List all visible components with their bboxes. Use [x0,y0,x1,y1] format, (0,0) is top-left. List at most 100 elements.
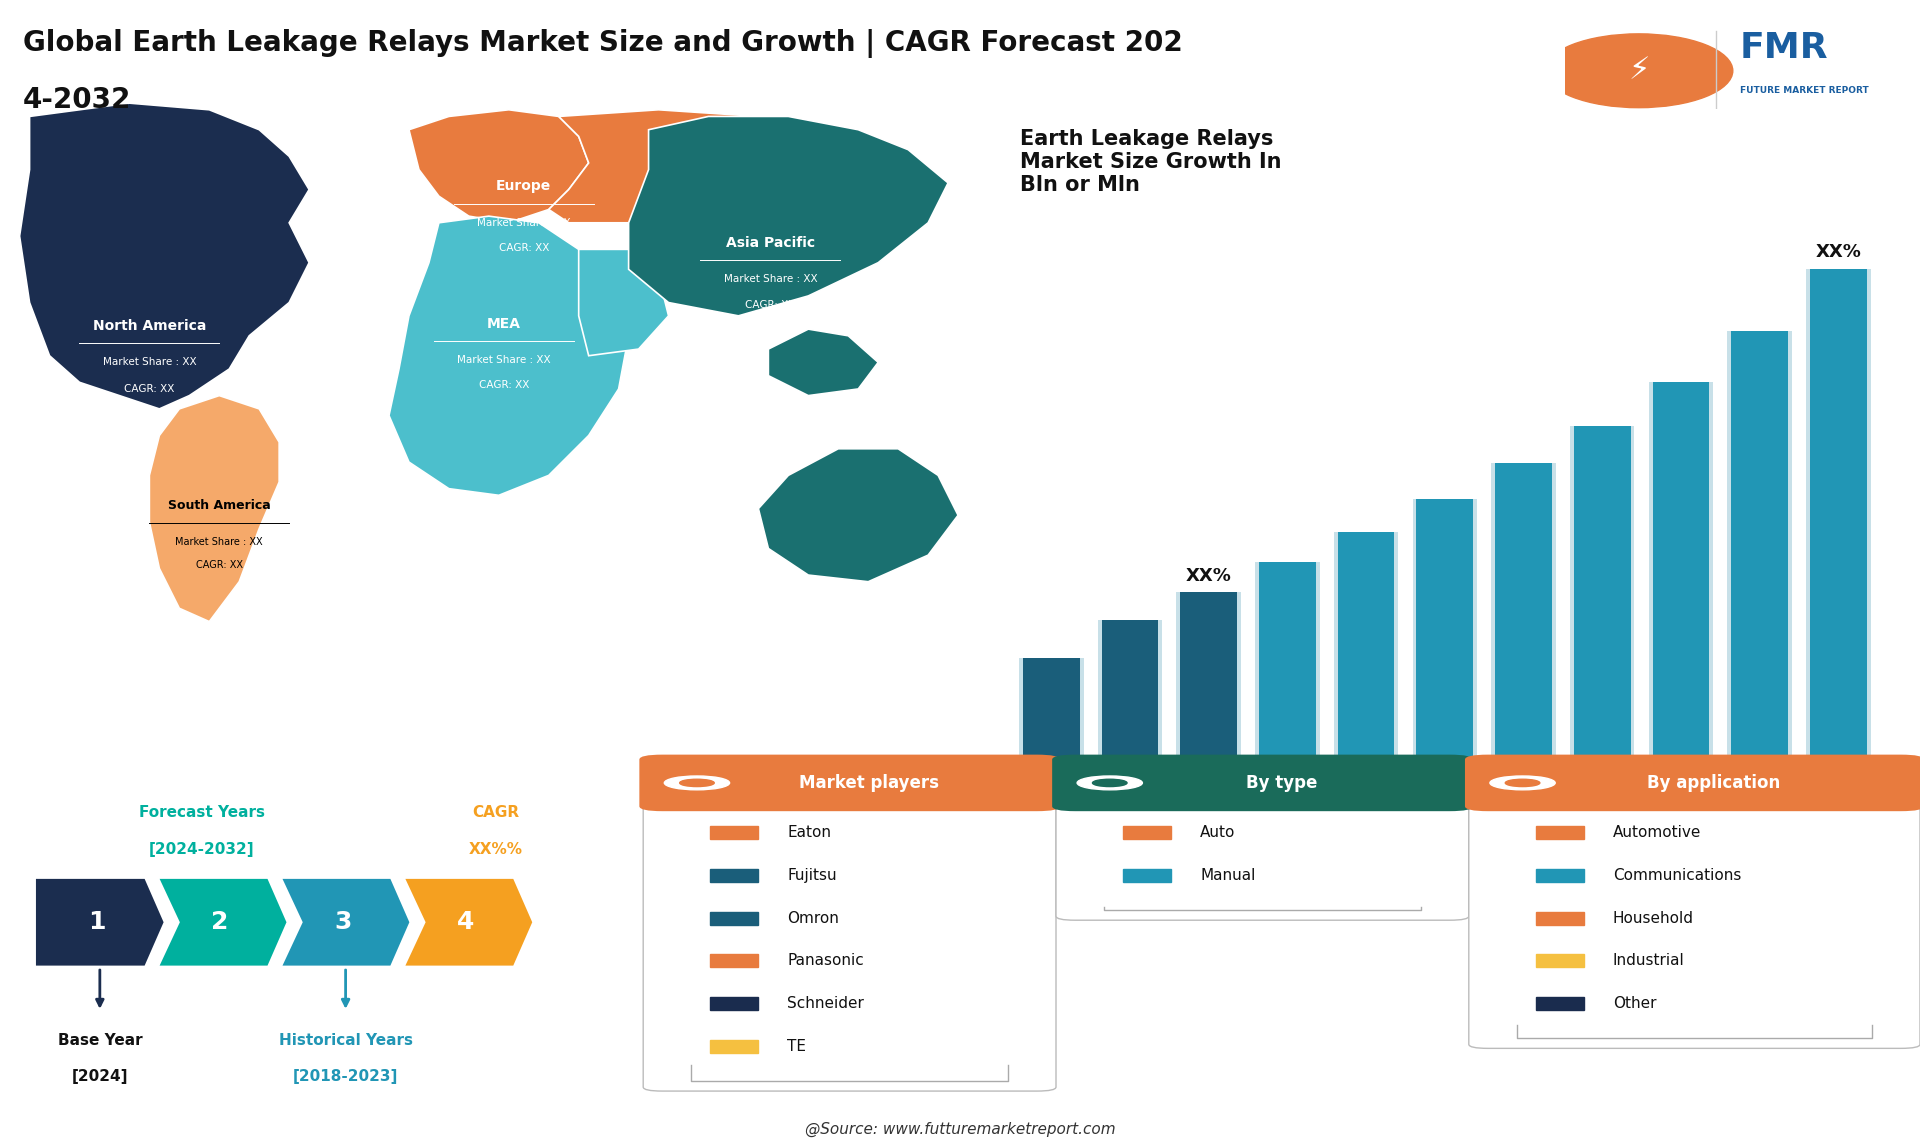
Bar [710,826,758,839]
Text: Manual: Manual [1200,868,1256,882]
Text: Auto: Auto [1200,825,1235,840]
Text: XX%%: XX%% [468,841,522,856]
Circle shape [1544,34,1734,108]
Bar [1020,658,1083,768]
Bar [1413,499,1476,768]
Text: [2018-2023]: [2018-2023] [294,1069,397,1084]
Text: Panasonic: Panasonic [787,953,864,968]
Text: TE: TE [787,1038,806,1054]
FancyBboxPatch shape [1056,802,1469,920]
Bar [1492,463,1555,768]
Text: ⚡: ⚡ [1628,56,1649,85]
Polygon shape [390,217,628,495]
Bar [1338,532,1394,768]
Polygon shape [768,329,877,395]
Text: CAGR: XX: CAGR: XX [478,380,530,390]
Polygon shape [578,250,668,355]
Bar [1653,382,1709,768]
Text: 4: 4 [457,910,474,934]
Text: Base Year: Base Year [58,1033,142,1047]
Text: Household: Household [1613,911,1693,926]
Polygon shape [19,103,309,409]
Bar [1536,869,1584,882]
Circle shape [1505,779,1540,786]
Text: South America: South America [167,499,271,512]
Text: Market Share : XX: Market Share : XX [724,274,818,284]
Text: Market Share : XX: Market Share : XX [476,218,570,228]
Text: CAGR: XX: CAGR: XX [196,560,242,570]
Text: Eaton: Eaton [787,825,831,840]
Text: 3: 3 [334,910,351,934]
Text: Market Share : XX: Market Share : XX [102,358,196,368]
FancyBboxPatch shape [1469,802,1920,1049]
Bar [1649,382,1713,768]
Bar [1574,425,1630,768]
Text: MEA: MEA [488,316,520,331]
Text: Europe: Europe [495,179,551,194]
Text: Automotive: Automotive [1613,825,1701,840]
Text: Omron: Omron [787,911,839,926]
Bar [1807,268,1870,768]
Text: CAGR: XX: CAGR: XX [499,243,549,253]
Text: North America: North America [92,319,205,332]
Bar [1123,869,1171,882]
Polygon shape [628,117,948,316]
Polygon shape [157,878,288,967]
Text: Forecast Years: Forecast Years [138,804,265,819]
FancyBboxPatch shape [1465,754,1920,811]
Bar [1023,658,1079,768]
FancyBboxPatch shape [643,802,1056,1091]
Text: 2: 2 [211,910,228,934]
Bar [1177,592,1240,768]
Bar [1536,997,1584,1010]
Bar [1256,562,1319,768]
Polygon shape [280,878,411,967]
Text: [2024-2032]: [2024-2032] [148,841,255,856]
Polygon shape [758,449,958,582]
Bar [710,1039,758,1053]
Polygon shape [409,110,589,222]
Bar [1571,425,1634,768]
Text: CAGR: XX: CAGR: XX [125,384,175,394]
Text: Schneider: Schneider [787,996,864,1011]
Text: Market Share : XX: Market Share : XX [175,536,263,547]
Text: By application: By application [1647,774,1780,792]
Text: Asia Pacific: Asia Pacific [726,236,814,250]
FancyBboxPatch shape [1052,754,1473,811]
Bar [1536,912,1584,925]
Bar [1732,331,1788,768]
Text: Industrial: Industrial [1613,953,1684,968]
Bar [710,869,758,882]
Text: Historical Years: Historical Years [278,1033,413,1047]
Text: Other: Other [1613,996,1657,1011]
Polygon shape [150,395,278,621]
Polygon shape [403,878,534,967]
Text: Market Share : XX: Market Share : XX [457,355,551,364]
Text: 1: 1 [88,910,106,934]
Text: Fujitsu: Fujitsu [787,868,837,882]
Text: FUTURE MARKET REPORT: FUTURE MARKET REPORT [1740,86,1868,95]
Bar [710,997,758,1010]
Circle shape [1092,779,1127,786]
Polygon shape [35,878,165,967]
Text: @Source: www.futturemarketreport.com: @Source: www.futturemarketreport.com [804,1122,1116,1137]
Text: FMR: FMR [1740,31,1828,65]
Bar [1181,592,1236,768]
Text: Market players: Market players [799,774,939,792]
Text: Global Earth Leakage Relays Market Size and Growth | CAGR Forecast 202: Global Earth Leakage Relays Market Size … [23,29,1183,57]
Text: By type: By type [1246,774,1317,792]
Circle shape [680,779,714,786]
Circle shape [664,776,730,790]
Text: XX%: XX% [1187,566,1231,584]
FancyBboxPatch shape [639,754,1060,811]
Bar [1728,331,1791,768]
Text: [2024]: [2024] [71,1069,129,1084]
Circle shape [1490,776,1555,790]
Bar [710,955,758,967]
Text: Earth Leakage Relays
Market Size Growth In
Bln or Mln: Earth Leakage Relays Market Size Growth … [1020,128,1281,195]
Text: CAGR: XX: CAGR: XX [745,299,795,309]
Bar [710,912,758,925]
Bar [1417,499,1473,768]
Circle shape [1077,776,1142,790]
Text: Communications: Communications [1613,868,1741,882]
